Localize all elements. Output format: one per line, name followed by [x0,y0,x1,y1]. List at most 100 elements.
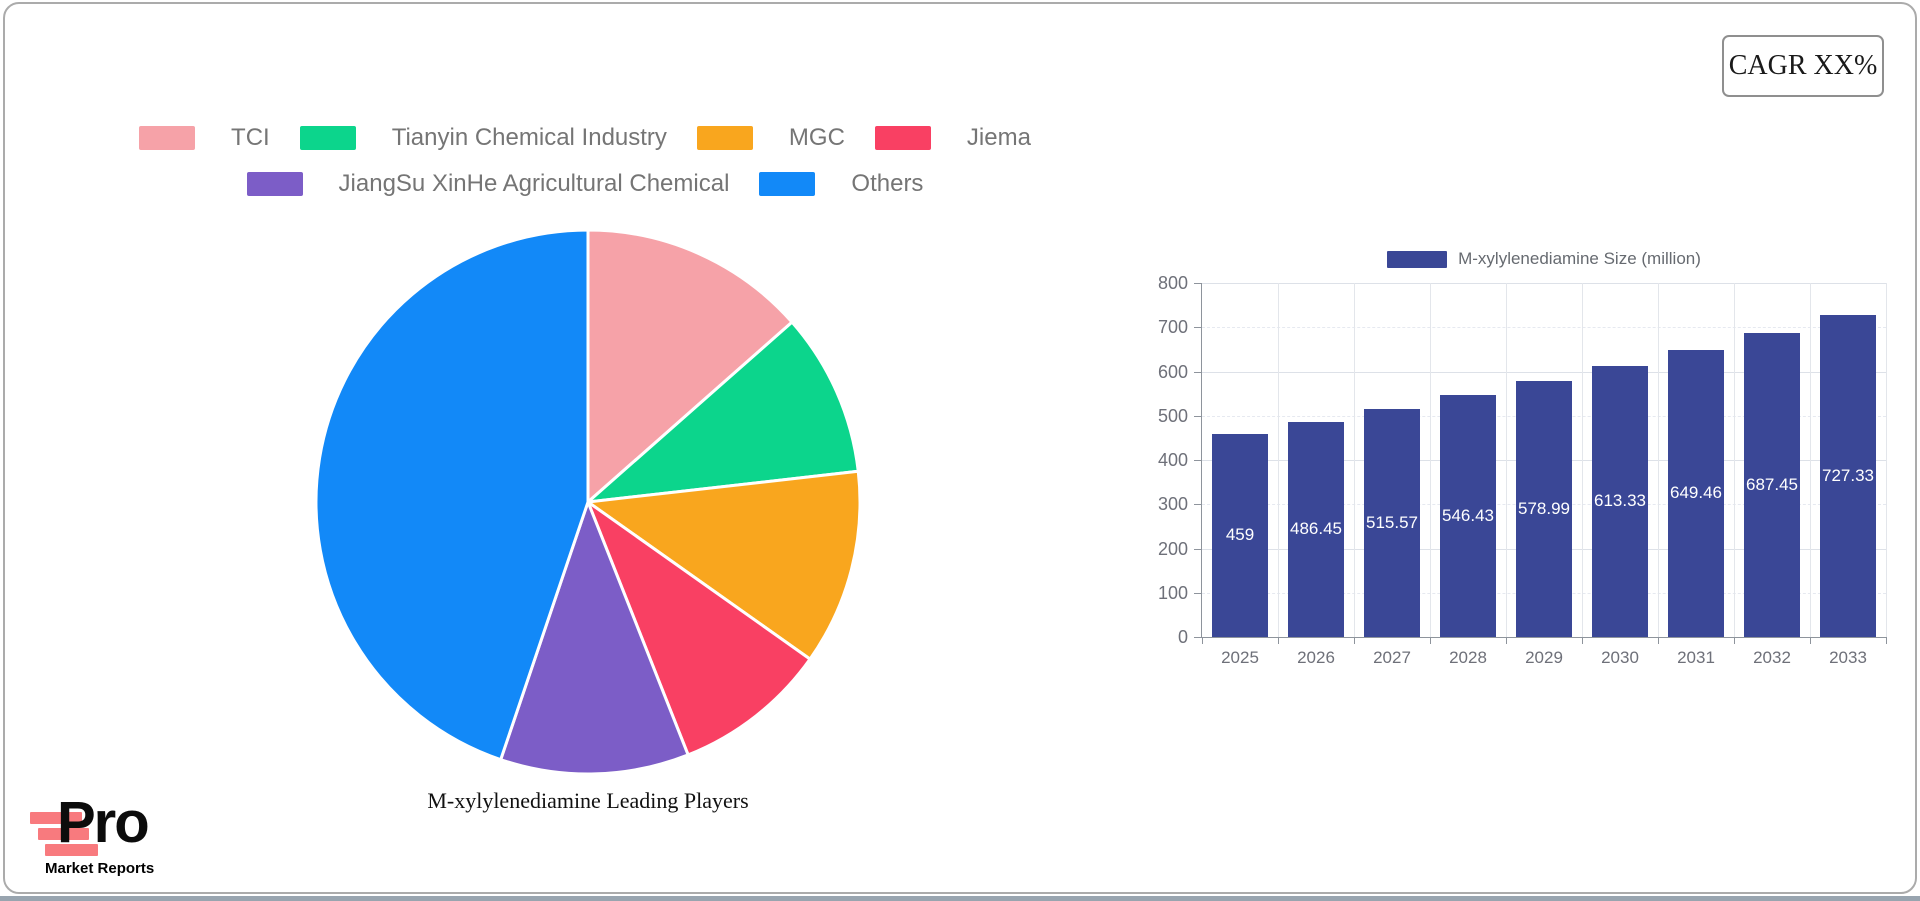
pie-legend-row-2: JiangSu XinHe Agricultural Chemical Other… [246,170,923,198]
x-axis-line [1201,637,1887,638]
bar-value-label-2028: 546.43 [1442,506,1494,526]
legend-label-mgc: MGC [788,124,845,151]
x-axis-label-2033: 2033 [1829,648,1867,667]
y-axis-label-600: 600 [1157,361,1188,382]
gridline-v-3 [1430,283,1431,637]
x-axis-label-2025: 2025 [1221,648,1259,667]
x-axis-label-2028: 2028 [1449,648,1487,667]
x-axis-label-2027: 2027 [1373,648,1411,667]
legend-label-tianyin-chemical-industry: Tianyin Chemical Industry [391,124,667,151]
bar-value-label-2032: 687.45 [1746,474,1798,494]
legend-item-others[interactable]: Others [759,170,923,198]
pie-slice-tci [586,228,794,504]
x-axis-label-2030: 2030 [1601,648,1639,667]
bar-2032: 687.45 [1744,332,1800,637]
bar-legend-swatch [1387,250,1448,268]
y-axis-label-200: 200 [1157,538,1188,559]
gridline-h-600 [1202,371,1886,373]
logo: Pro Market Reports [30,791,250,888]
logo-mark-bar-3 [45,844,98,856]
y-axis-label-100: 100 [1157,582,1188,603]
y-axis-tick-400 [1194,460,1201,461]
pie-title: M-xylylenediamine Leading Players [427,788,749,813]
x-axis-tick-6 [1658,638,1659,644]
y-axis-tick-300 [1194,504,1201,506]
logo-mark-bar-2 [38,828,89,840]
y-axis-label-700: 700 [1157,317,1188,338]
y-axis-line [1201,283,1202,637]
bar-legend-label: M-xylylenediamine Size (million) [1458,249,1701,268]
pie-slice-others [314,228,590,762]
legend-item-jiangsu-xinhe-agricultural-chemical[interactable]: JiangSu XinHe Agricultural Chemical [246,170,730,198]
pie-slice-jiangsu-xinhe-agricultural-chemical [499,500,690,776]
logo-tagline: Market Reports [45,860,155,877]
pie-legend: TCI Tianyin Chemical Industry MGC Jiema Jia… [0,124,1170,198]
pie-slice-jiema [586,500,812,757]
gridline-v-2 [1354,283,1355,637]
logo-name: Pro [57,790,150,855]
y-axis-tick-200 [1194,548,1201,550]
bar-chart-plot: 459 486.45 515.57 546.43 578.99 613.33 649.46 6… [1201,283,1887,638]
legend-label-jiema: Jiema [966,124,1031,151]
y-axis-label-400: 400 [1157,450,1188,470]
bar-value-label-2029: 578.99 [1518,498,1570,518]
bar-value-label-2025: 459 [1225,525,1255,545]
legend-swatch-jiangsu-xinhe-agricultural-chemical [246,172,303,196]
y-axis-tick-500 [1194,415,1201,417]
gridline-v-7 [1734,283,1735,637]
y-axis-label-300: 300 [1157,494,1188,515]
x-axis-tick-3 [1430,638,1431,644]
legend-item-jiema[interactable]: Jiema [874,124,1031,152]
y-axis-label-0: 0 [1177,627,1188,647]
gridline-h-700 [1202,327,1886,329]
legend-label-tci: TCI [231,124,270,151]
legend-label-others: Others [851,170,924,197]
legend-item-tci[interactable]: TCI [139,124,270,152]
bar-value-label-2033: 727.33 [1822,466,1874,486]
bar-2026: 486.45 [1288,421,1344,637]
gridline-v-1 [1278,283,1279,637]
x-axis-tick-7 [1734,638,1735,644]
legend-swatch-jiema [874,126,931,150]
pie-slice-tianyin-chemical-industry [586,320,860,504]
cagr-badge-label: CAGR XX% [1728,50,1878,81]
x-axis-tick-4 [1506,638,1507,644]
gridline-v-8 [1810,283,1811,637]
x-axis-tick-2 [1354,638,1355,644]
gridline-v-4 [1506,283,1507,637]
bar-legend[interactable]: M-xylylenediamine Size (million) [1202,249,1886,269]
pie-chart [314,228,862,776]
bar-value-label-2030: 613.33 [1594,491,1646,511]
y-axis-tick-700 [1194,327,1201,329]
bar-2025: 459 [1212,433,1268,637]
legend-item-tianyin-chemical-industry[interactable]: Tianyin Chemical Industry [299,124,667,152]
bar-2029: 578.99 [1516,380,1572,637]
logo-mark-bar-1 [30,812,82,824]
legend-swatch-tianyin-chemical-industry [299,126,356,150]
pie-slice-mgc [586,469,862,661]
legend-swatch-others [759,172,816,196]
legend-swatch-mgc [696,126,753,150]
legend-swatch-tci [139,126,196,150]
bar-2031: 649.46 [1668,349,1724,637]
x-axis-tick-1 [1278,638,1279,644]
gridline-v-5 [1582,283,1583,637]
legend-item-mgc[interactable]: MGC [696,124,845,152]
y-axis-label-500: 500 [1157,405,1188,426]
bar-2033: 727.33 [1820,315,1876,637]
gridline-v-9 [1886,283,1887,637]
bar-value-label-2027: 515.57 [1366,512,1418,532]
bar-2028: 546.43 [1440,395,1496,637]
bar-value-label-2031: 649.46 [1670,483,1722,503]
x-axis-label-2026: 2026 [1297,648,1335,667]
y-axis-tick-0 [1194,637,1201,638]
bottom-edge [0,896,1920,901]
x-axis-tick-0 [1202,638,1203,644]
legend-label-jiangsu-xinhe-agricultural-chemical: JiangSu XinHe Agricultural Chemical [338,170,730,197]
y-axis-tick-600 [1194,371,1201,373]
x-axis-tick-8 [1810,638,1811,644]
bar-value-label-2026: 486.45 [1290,519,1342,539]
y-axis-label-800: 800 [1157,273,1188,293]
cagr-badge: CAGR XX% [1722,35,1884,97]
